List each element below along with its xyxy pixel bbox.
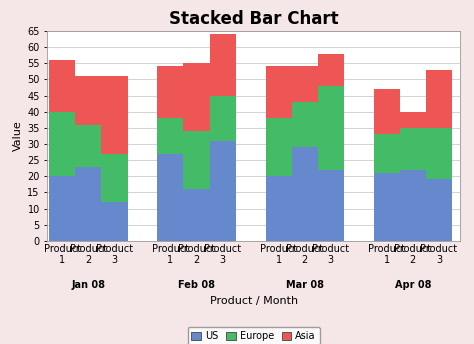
Bar	[75, 125, 101, 166]
Bar	[210, 96, 236, 141]
Text: Jan 08: Jan 08	[72, 280, 105, 290]
Bar	[318, 170, 344, 241]
Bar	[75, 76, 101, 125]
Bar	[101, 76, 128, 154]
Bar	[183, 189, 210, 241]
Bar	[374, 89, 400, 134]
Bar	[265, 176, 292, 241]
Bar	[183, 131, 210, 189]
Bar	[183, 63, 210, 131]
Bar	[400, 112, 426, 128]
Bar	[101, 154, 128, 202]
Bar	[292, 102, 318, 147]
Bar	[400, 128, 426, 170]
Bar	[265, 118, 292, 176]
Text: Mar 08: Mar 08	[286, 280, 324, 290]
Bar	[426, 128, 452, 180]
Text: Feb 08: Feb 08	[178, 280, 215, 290]
Bar	[49, 176, 75, 241]
Bar	[400, 170, 426, 241]
Title: Stacked Bar Chart: Stacked Bar Chart	[169, 10, 338, 28]
Bar	[318, 86, 344, 170]
Bar	[265, 66, 292, 118]
Bar	[210, 141, 236, 241]
Bar	[426, 180, 452, 241]
Bar	[75, 166, 101, 241]
Bar	[318, 54, 344, 86]
Legend: US, Europe, Asia: US, Europe, Asia	[188, 327, 319, 344]
Bar	[426, 70, 452, 128]
Bar	[101, 202, 128, 241]
Bar	[292, 147, 318, 241]
Bar	[157, 154, 183, 241]
Y-axis label: Value: Value	[13, 120, 23, 151]
Bar	[157, 66, 183, 118]
X-axis label: Product / Month: Product / Month	[210, 296, 298, 306]
Bar	[210, 34, 236, 96]
Bar	[374, 134, 400, 173]
Bar	[49, 60, 75, 112]
Bar	[49, 112, 75, 176]
Text: Apr 08: Apr 08	[394, 280, 431, 290]
Bar	[374, 173, 400, 241]
Bar	[292, 66, 318, 102]
Bar	[157, 118, 183, 154]
